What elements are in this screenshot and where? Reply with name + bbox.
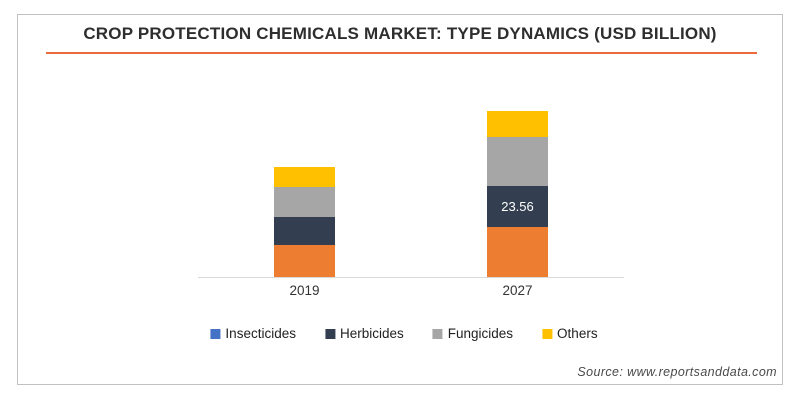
- segment-fungicides-2027: [487, 136, 548, 186]
- plot-area: 23.56: [198, 96, 624, 278]
- legend-label-others: Others: [557, 326, 598, 341]
- legend-label-herbicides: Herbicides: [339, 326, 404, 341]
- legend-swatch-herbicides: [324, 328, 335, 339]
- segment-fungicides-2019: [274, 186, 335, 217]
- chart-card: CROP PROTECTION CHEMICALS MARKET: TYPE D…: [17, 14, 783, 385]
- legend: Insecticides Herbicides Fungicides Others: [210, 326, 598, 341]
- legend-swatch-insecticides: [210, 328, 221, 339]
- segment-insecticides-2027: [487, 227, 548, 277]
- stacked-bar-2027: 23.56: [487, 110, 548, 277]
- stacked-bar-2019: [274, 167, 335, 277]
- legend-swatch-others: [542, 328, 553, 339]
- legend-item-insecticides: Insecticides: [210, 326, 296, 341]
- legend-item-herbicides: Herbicides: [324, 326, 404, 341]
- x-axis-label-2027: 2027: [502, 283, 533, 298]
- x-axis-label-2019: 2019: [289, 283, 320, 298]
- legend-label-insecticides: Insecticides: [225, 326, 296, 341]
- legend-item-others: Others: [542, 326, 598, 341]
- segment-herbicides-2019: [274, 216, 335, 245]
- legend-label-fungicides: Fungicides: [447, 326, 514, 341]
- data-label-herbicides-2027: 23.56: [501, 198, 534, 214]
- segment-insecticides-2019: [274, 244, 335, 277]
- legend-item-fungicides: Fungicides: [432, 326, 514, 341]
- source-credit: Source: www.reportsanddata.com: [577, 365, 777, 379]
- x-axis-labels: 2019 2027: [198, 283, 624, 298]
- legend-swatch-fungicides: [432, 328, 443, 339]
- title-underline: [46, 52, 757, 54]
- segment-others-2027: [487, 110, 548, 137]
- chart-title: CROP PROTECTION CHEMICALS MARKET: TYPE D…: [83, 24, 717, 43]
- segment-herbicides-2027: 23.56: [487, 185, 548, 227]
- segment-others-2019: [274, 167, 335, 187]
